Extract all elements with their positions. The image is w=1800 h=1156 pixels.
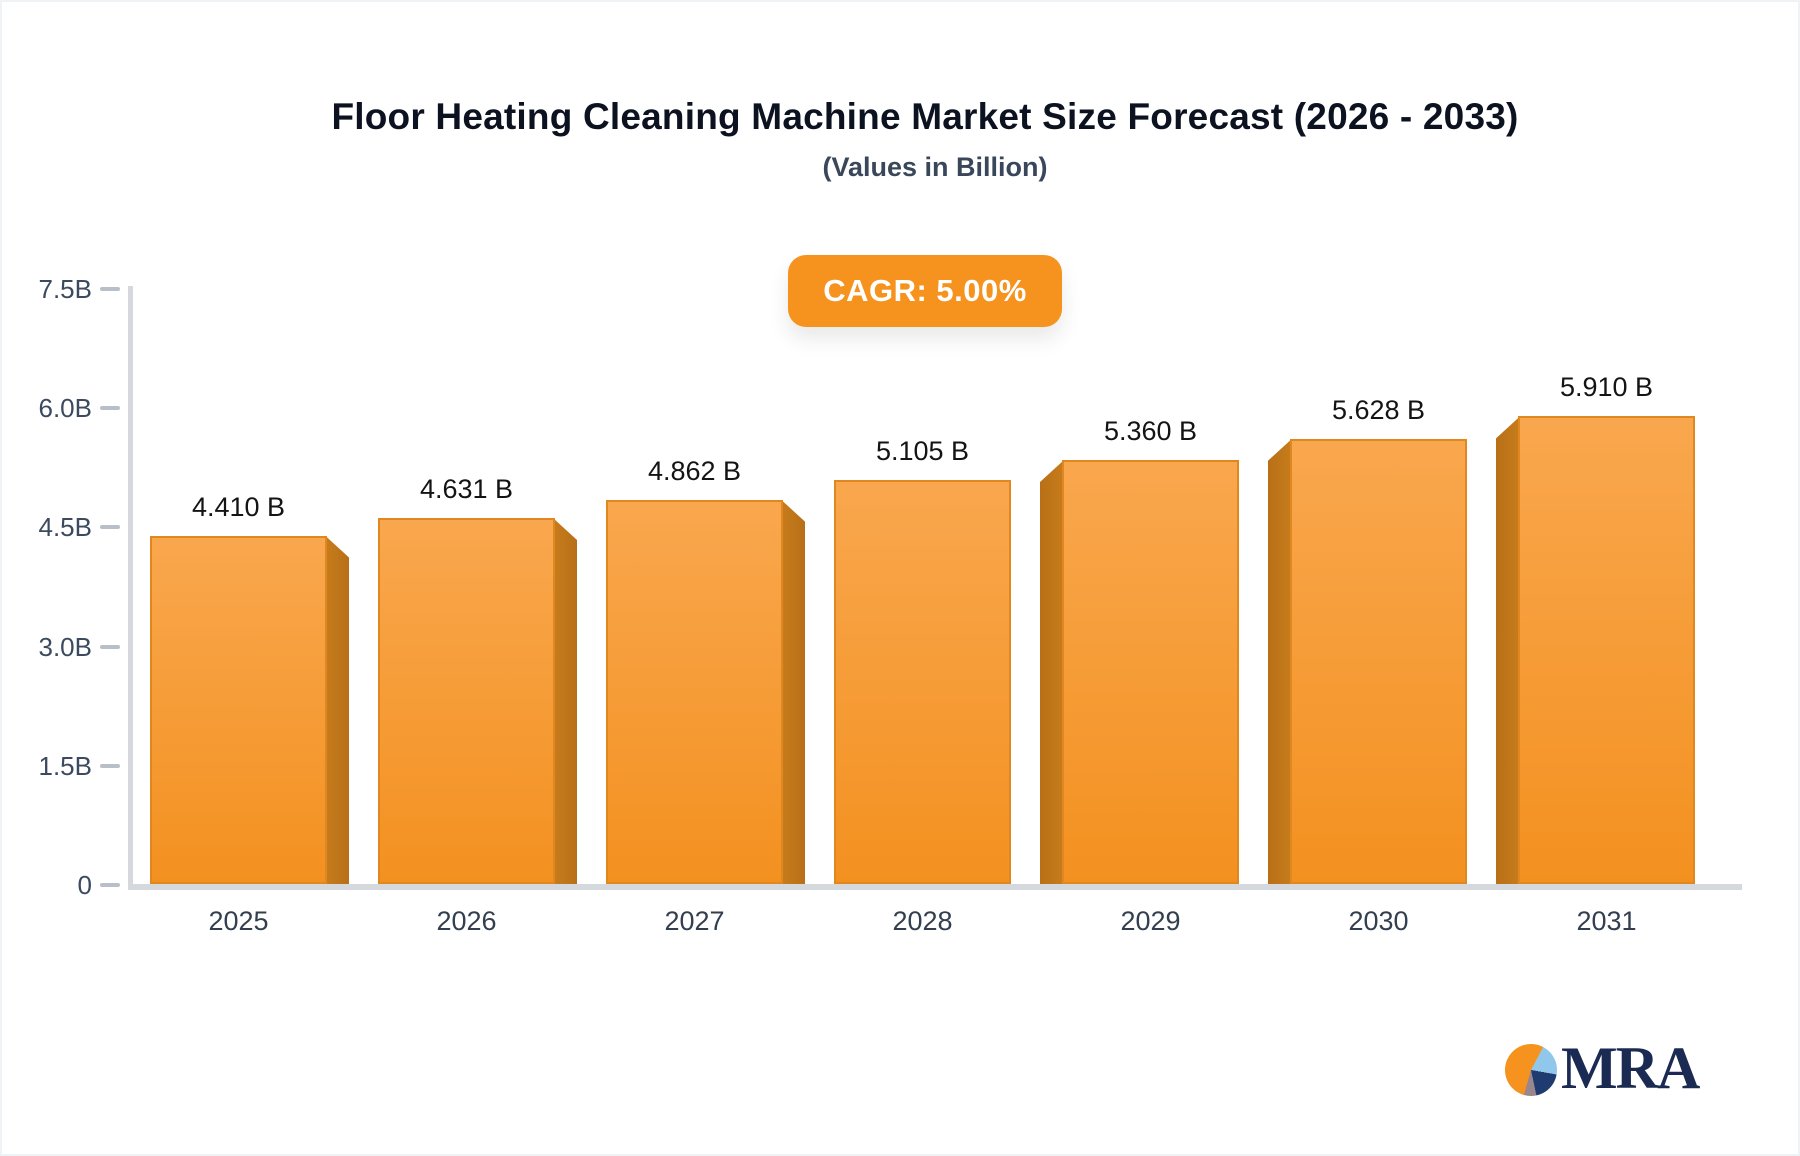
y-tick-label: 7.5B — [38, 274, 93, 304]
y-tick-label: 1.5B — [38, 750, 93, 781]
x-axis-label-2027: 2027 — [664, 906, 725, 936]
y-tick-label: 0 — [77, 870, 92, 900]
bar-2030 — [1290, 438, 1467, 884]
y-tick-mark — [100, 406, 120, 411]
y-tick-label: 4.5B — [38, 512, 93, 543]
bar-value-label: 5.628 B — [1331, 394, 1426, 425]
x-axis-label-2026: 2026 — [436, 906, 497, 936]
bar-2028 — [834, 480, 1011, 884]
y-tick-mark — [100, 287, 120, 291]
x-axis-label-2029: 2029 — [1120, 906, 1181, 936]
bar-value-label: 4.410 B — [191, 491, 286, 522]
cagr-badge-label: CAGR: 5.00% — [823, 273, 1027, 308]
y-tick-mark — [100, 644, 120, 649]
y-tick-mark — [100, 883, 120, 887]
bar-2031 — [1518, 416, 1695, 884]
bar-2029 — [1062, 460, 1239, 884]
bar-value-label: 5.105 B — [875, 436, 970, 467]
bar-value-label: 4.631 B — [419, 473, 514, 504]
x-axis-label-2030: 2030 — [1348, 906, 1409, 936]
x-axis-label-2031: 2031 — [1576, 906, 1637, 936]
y-axis-line — [128, 286, 133, 890]
bar-value-label: 4.862 B — [647, 455, 742, 486]
x-axis-label-2028: 2028 — [892, 906, 953, 936]
bar-side-face-2030 — [1268, 438, 1292, 884]
logo-text: MRA — [1561, 1035, 1700, 1101]
y-tick-mark — [100, 763, 120, 768]
chart-subtitle: (Values in Billion) — [822, 152, 1048, 182]
y-tick-mark — [100, 525, 120, 530]
bar-value-label: 5.360 B — [1103, 416, 1198, 447]
bar-value-label: 5.910 B — [1559, 372, 1654, 403]
bar-side-face-2026 — [553, 517, 577, 884]
bar-2027 — [606, 499, 783, 884]
cagr-badge: CAGR: 5.00% — [788, 255, 1062, 327]
x-axis-label-2025: 2025 — [208, 906, 269, 936]
bar-side-face-2029 — [1040, 460, 1064, 884]
y-tick-label: 6.0B — [38, 393, 93, 424]
bar-2026 — [378, 517, 555, 884]
bar-2025 — [150, 535, 327, 884]
y-tick-label: 3.0B — [38, 631, 93, 662]
bar-side-face-2031 — [1496, 416, 1520, 884]
bar-side-face-2025 — [325, 535, 349, 884]
bar-side-face-2027 — [781, 499, 805, 884]
chart-title: Floor Heating Cleaning Machine Market Si… — [331, 96, 1519, 137]
pie-chart-logo-icon — [1505, 1044, 1557, 1096]
x-axis-line — [128, 884, 1742, 890]
mra-logo: MRA — [1505, 1035, 1700, 1101]
